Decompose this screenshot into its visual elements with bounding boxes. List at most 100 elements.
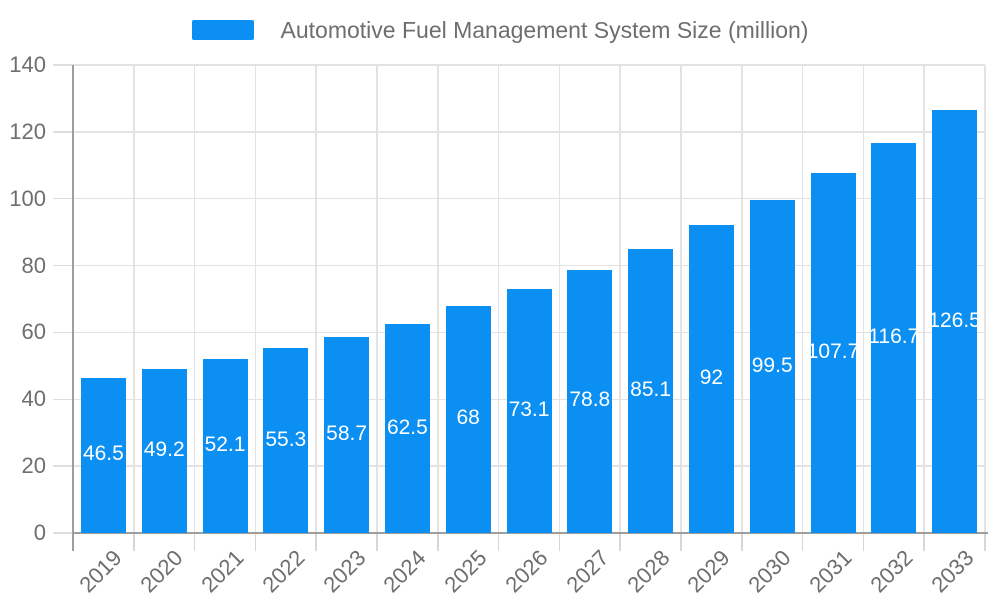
bar-value-label: 52.1 [204, 432, 246, 456]
gridline-vertical [801, 65, 804, 533]
gridline-vertical [741, 65, 743, 533]
x-axis-tick-label: 2028 [621, 545, 675, 598]
y-axis-tick-label: 0 [33, 520, 46, 545]
y-axis-tick-label: 100 [9, 185, 46, 211]
x-axis-tick-label: 2033 [925, 545, 979, 598]
x-axis-tick-mark [741, 533, 743, 551]
x-axis-tick-mark [133, 533, 135, 551]
gridline-horizontal [73, 131, 985, 133]
bar[interactable] [688, 225, 734, 533]
gridline-horizontal [73, 64, 985, 66]
x-axis-tick-mark [984, 533, 986, 551]
legend-label: Automotive Fuel Management System Size (… [280, 16, 809, 43]
x-axis-tick-label: 2025 [439, 545, 492, 598]
bar[interactable] [506, 288, 552, 533]
gridline-vertical [862, 65, 865, 533]
bar[interactable] [263, 348, 309, 533]
y-axis-tick-mark [53, 331, 73, 334]
bar-value-label: 116.7 [868, 324, 920, 348]
x-axis-tick-label: 2021 [196, 545, 249, 598]
gridline-vertical [254, 65, 257, 533]
y-axis-line [72, 65, 74, 551]
y-axis-tick-mark [53, 532, 73, 534]
bar[interactable] [749, 200, 795, 533]
x-axis-tick-label: 2031 [804, 545, 857, 598]
y-axis-tick-mark [53, 131, 73, 133]
bar[interactable] [567, 269, 613, 533]
x-axis-tick-mark [437, 533, 439, 551]
x-axis-tick-mark [680, 533, 682, 551]
bar[interactable] [810, 172, 856, 533]
bar-value-label: 99.5 [751, 353, 793, 377]
y-axis-tick-label: 80 [21, 252, 46, 278]
x-axis-tick-label: 2027 [561, 545, 614, 598]
bar[interactable] [141, 368, 187, 533]
gridline-vertical [558, 65, 561, 533]
x-axis-tick-mark [254, 533, 257, 551]
bar-value-label: 73.1 [508, 397, 550, 421]
bar[interactable] [384, 324, 430, 533]
y-axis-tick-mark [53, 197, 73, 200]
bar-value-label: 62.5 [386, 415, 428, 439]
gridline-vertical [193, 65, 196, 533]
bar-value-label: 85.1 [630, 377, 672, 401]
bar[interactable] [932, 110, 978, 533]
y-axis-tick-mark [53, 64, 73, 66]
x-axis-tick-mark [193, 533, 196, 551]
x-axis-tick-mark [376, 533, 378, 551]
bar-value-label: 68 [456, 406, 480, 430]
x-axis-tick-label: 2029 [682, 545, 736, 598]
bar-value-label: 126.5 [928, 308, 981, 332]
bar[interactable] [324, 336, 370, 533]
bar[interactable] [202, 358, 248, 533]
gridline-vertical [984, 65, 986, 533]
x-axis-tick-label: 2026 [500, 545, 553, 598]
x-axis-tick-label: 2030 [743, 545, 796, 598]
x-axis-tick-label: 2032 [865, 545, 918, 598]
y-axis-tick-mark [53, 264, 73, 267]
bar-value-label: 107.7 [806, 339, 860, 363]
gridline-vertical [619, 65, 621, 533]
bar[interactable] [871, 142, 917, 533]
x-axis-tick-mark [497, 533, 500, 551]
x-axis-tick-label: 2020 [135, 545, 188, 598]
x-axis-line [72, 532, 988, 534]
gridline-vertical [376, 65, 378, 533]
x-axis-tick-mark [619, 533, 621, 551]
gridline-vertical [315, 65, 317, 533]
y-axis-tick-mark [53, 398, 73, 401]
x-axis-tick-label: 2019 [74, 545, 128, 598]
bar-value-label: 46.5 [82, 442, 124, 466]
x-axis-tick-label: 2023 [317, 545, 371, 598]
gridline-vertical [497, 65, 500, 533]
bar-value-label: 78.8 [569, 388, 611, 412]
y-axis-tick-label: 60 [21, 319, 46, 345]
bar-value-label: 49.2 [143, 437, 185, 461]
legend[interactable]: Automotive Fuel Management System Size (… [0, 16, 1000, 44]
gridline-vertical [680, 65, 682, 533]
y-axis-tick-label: 120 [9, 118, 46, 144]
gridline-horizontal [73, 264, 985, 267]
y-axis-tick-label: 140 [9, 52, 46, 77]
x-axis-tick-mark [558, 533, 561, 551]
x-axis-tick-mark [801, 533, 804, 551]
y-axis-tick-label: 20 [21, 453, 46, 479]
bar[interactable] [445, 305, 491, 533]
bar-value-label: 55.3 [265, 427, 307, 451]
x-axis-tick-mark [862, 533, 865, 551]
y-axis-tick-mark [53, 465, 73, 467]
x-axis-tick-label: 2024 [378, 545, 432, 598]
gridline-horizontal [73, 197, 985, 200]
legend-swatch [191, 20, 254, 40]
x-axis-tick-label: 2022 [257, 545, 310, 598]
gridline-vertical [437, 65, 439, 533]
bar[interactable] [80, 377, 126, 533]
x-axis-tick-mark [315, 533, 317, 551]
bar-value-label: 92 [699, 366, 724, 390]
y-axis-tick-label: 40 [21, 386, 46, 412]
gridline-vertical [133, 65, 135, 533]
bar[interactable] [628, 248, 674, 533]
x-axis-tick-mark [923, 533, 925, 551]
gridline-vertical [923, 65, 925, 533]
